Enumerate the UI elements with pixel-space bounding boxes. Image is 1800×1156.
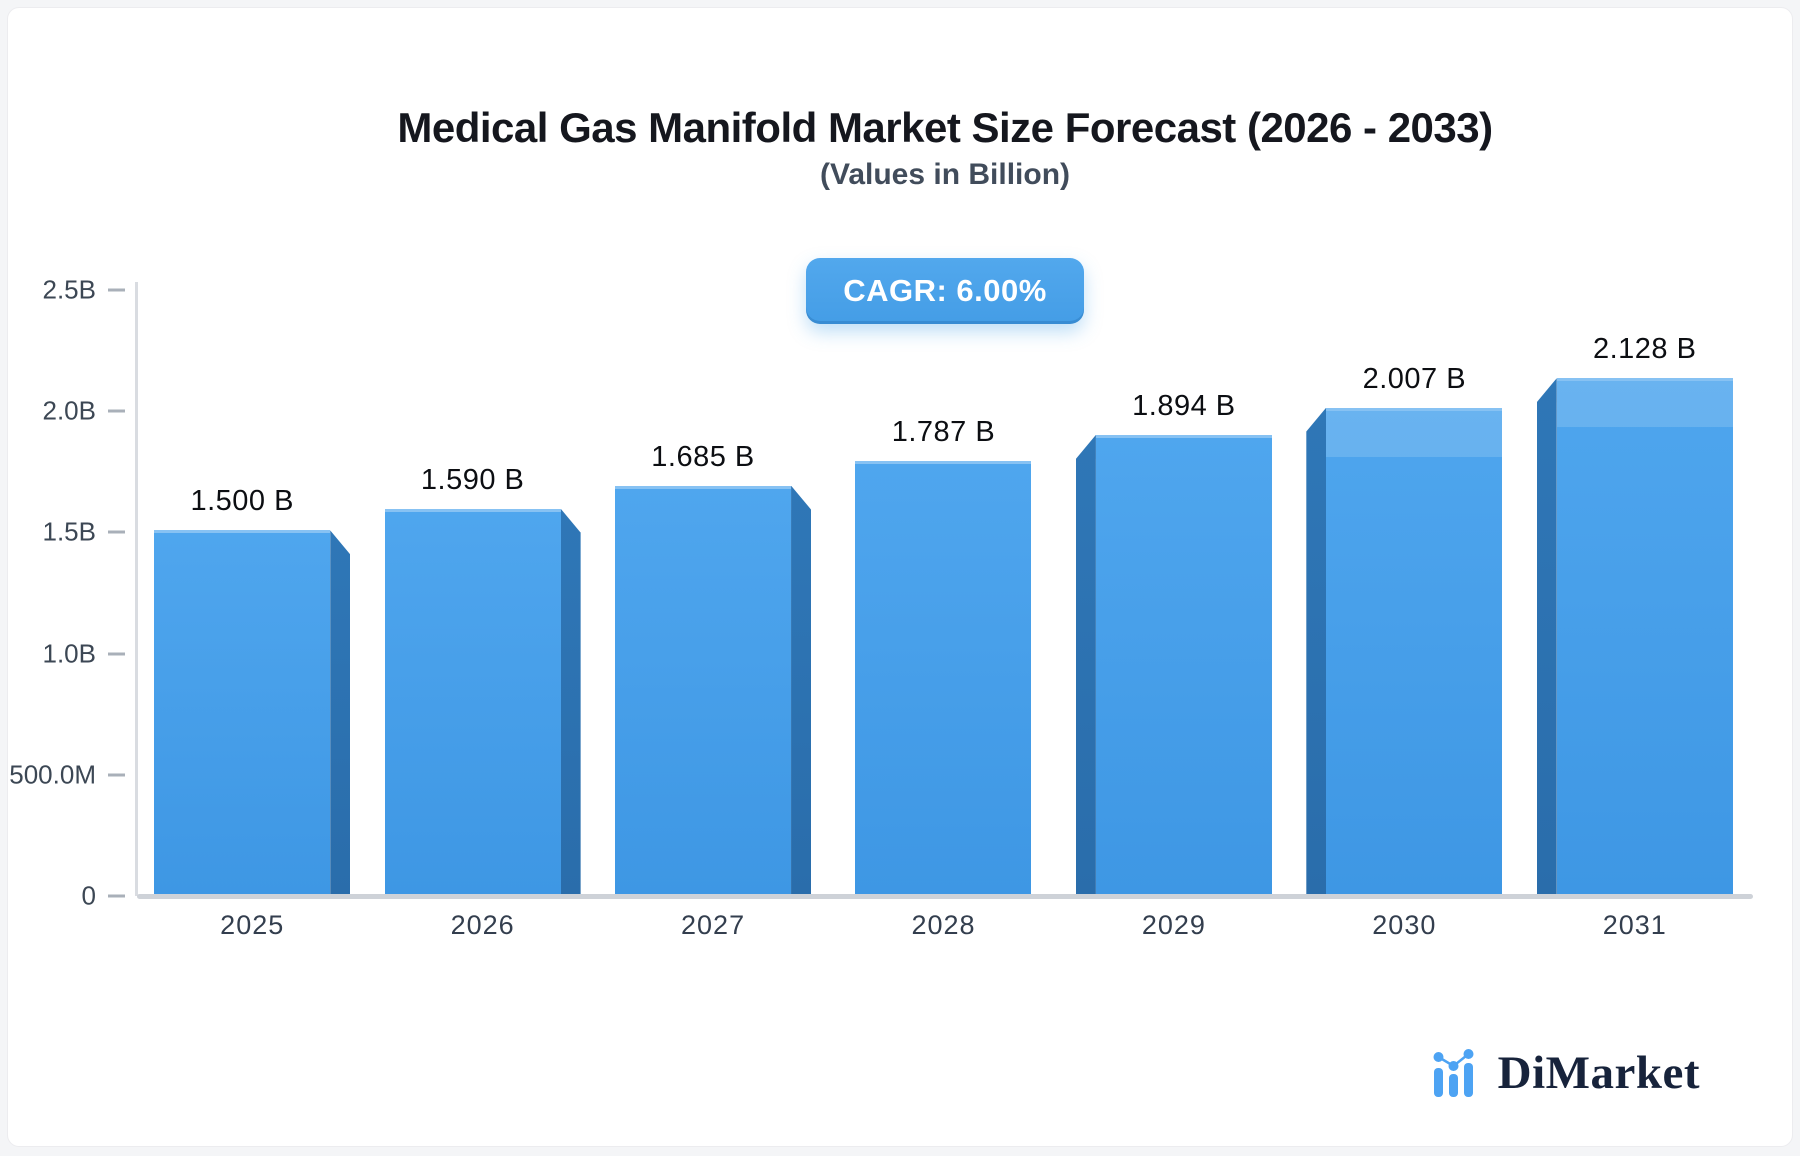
bar-front-face: 1.590 B	[384, 464, 561, 894]
y-tick-dash	[108, 894, 125, 898]
bar-value-label: 1.685 B	[651, 440, 755, 473]
bar-side-face	[560, 508, 581, 894]
y-tick-label: 2.5B	[42, 274, 97, 305]
chart-card: Medical Gas Manifold Market Size Forecas…	[7, 7, 1793, 1147]
x-axis-label: 2027	[681, 910, 746, 940]
x-axis-label: 2025	[220, 910, 285, 940]
bar: 2.128 B	[1536, 333, 1733, 894]
x-axis-label: 2028	[911, 910, 976, 940]
bar-side-face	[1075, 434, 1096, 894]
y-tick-dash	[108, 773, 125, 777]
bar-value-label: 2.128 B	[1592, 333, 1697, 366]
bar: 2.007 B	[1306, 363, 1503, 894]
bar: 1.894 B	[1075, 390, 1272, 894]
x-axis-baseline	[137, 894, 1753, 899]
bar-front-face: 1.894 B	[1095, 390, 1272, 894]
brand-name: DiMarket	[1497, 1047, 1700, 1099]
y-axis-line	[135, 282, 138, 896]
bar-front-face: 2.007 B	[1326, 363, 1503, 894]
bar-value-label: 1.894 B	[1132, 389, 1236, 422]
bar: 1.590 B	[384, 464, 581, 894]
y-tick-label: 0	[81, 880, 96, 911]
y-tick-dash	[108, 530, 125, 534]
x-axis-label: 2026	[450, 910, 515, 940]
cagr-badge: CAGR: 6.00%	[806, 258, 1084, 324]
bar-side-face	[791, 485, 812, 894]
y-tick-dash	[108, 288, 125, 292]
bar-side-face	[330, 530, 351, 894]
bar-group: 1.590 B 2026	[367, 288, 597, 940]
x-axis-label: 2030	[1372, 910, 1437, 940]
y-tick-label: 1.5B	[42, 516, 97, 547]
x-axis-label: 2029	[1141, 910, 1206, 940]
bar-group: 1.894 B 2029	[1059, 288, 1289, 940]
bar-value-label: 1.500 B	[190, 485, 294, 518]
chart-subtitle: (Values in Billion)	[819, 158, 1071, 191]
bar: 1.787 B	[845, 416, 1041, 894]
y-tick-dash	[108, 652, 125, 656]
bar: 1.685 B	[615, 441, 812, 894]
x-axis-label: 2031	[1602, 910, 1667, 940]
chart-title: Medical Gas Manifold Market Size Forecas…	[397, 104, 1493, 151]
bar-front-face: 1.787 B	[855, 416, 1032, 894]
bar-group: 1.787 B 2028	[828, 288, 1058, 940]
bar-group: 2.128 B 2031	[1520, 288, 1750, 940]
bar-side-face	[1306, 407, 1327, 894]
bar-chart-logo-icon	[1433, 1049, 1474, 1097]
bar-front-face: 1.500 B	[154, 485, 331, 894]
bar-plot-area: 1.500 B 2025 1.590 B 2026 1.685 B 2027 1.787 B…	[137, 288, 1750, 940]
bar-side-face	[1536, 378, 1557, 894]
bar: 1.500 B	[154, 485, 351, 894]
bar-group: 2.007 B 2030	[1289, 288, 1519, 940]
brand-logo: DiMarket	[1431, 1046, 1700, 1100]
y-tick-label: 500.0M	[9, 759, 96, 790]
bar-front-face: 1.685 B	[615, 441, 792, 894]
bar-front-face: 2.128 B	[1556, 333, 1733, 894]
bar-value-label: 2.007 B	[1362, 362, 1467, 395]
y-tick-label: 1.0B	[42, 638, 97, 669]
y-tick-label: 2.0B	[42, 395, 97, 426]
y-tick-dash	[108, 409, 125, 413]
bar-value-label: 1.787 B	[891, 415, 996, 448]
bar-group: 1.500 B 2025	[137, 288, 367, 940]
cagr-badge-row: CAGR: 6.00%	[137, 258, 1753, 324]
bar-value-label: 1.590 B	[420, 463, 525, 496]
bar-group: 1.685 B 2027	[598, 288, 828, 940]
